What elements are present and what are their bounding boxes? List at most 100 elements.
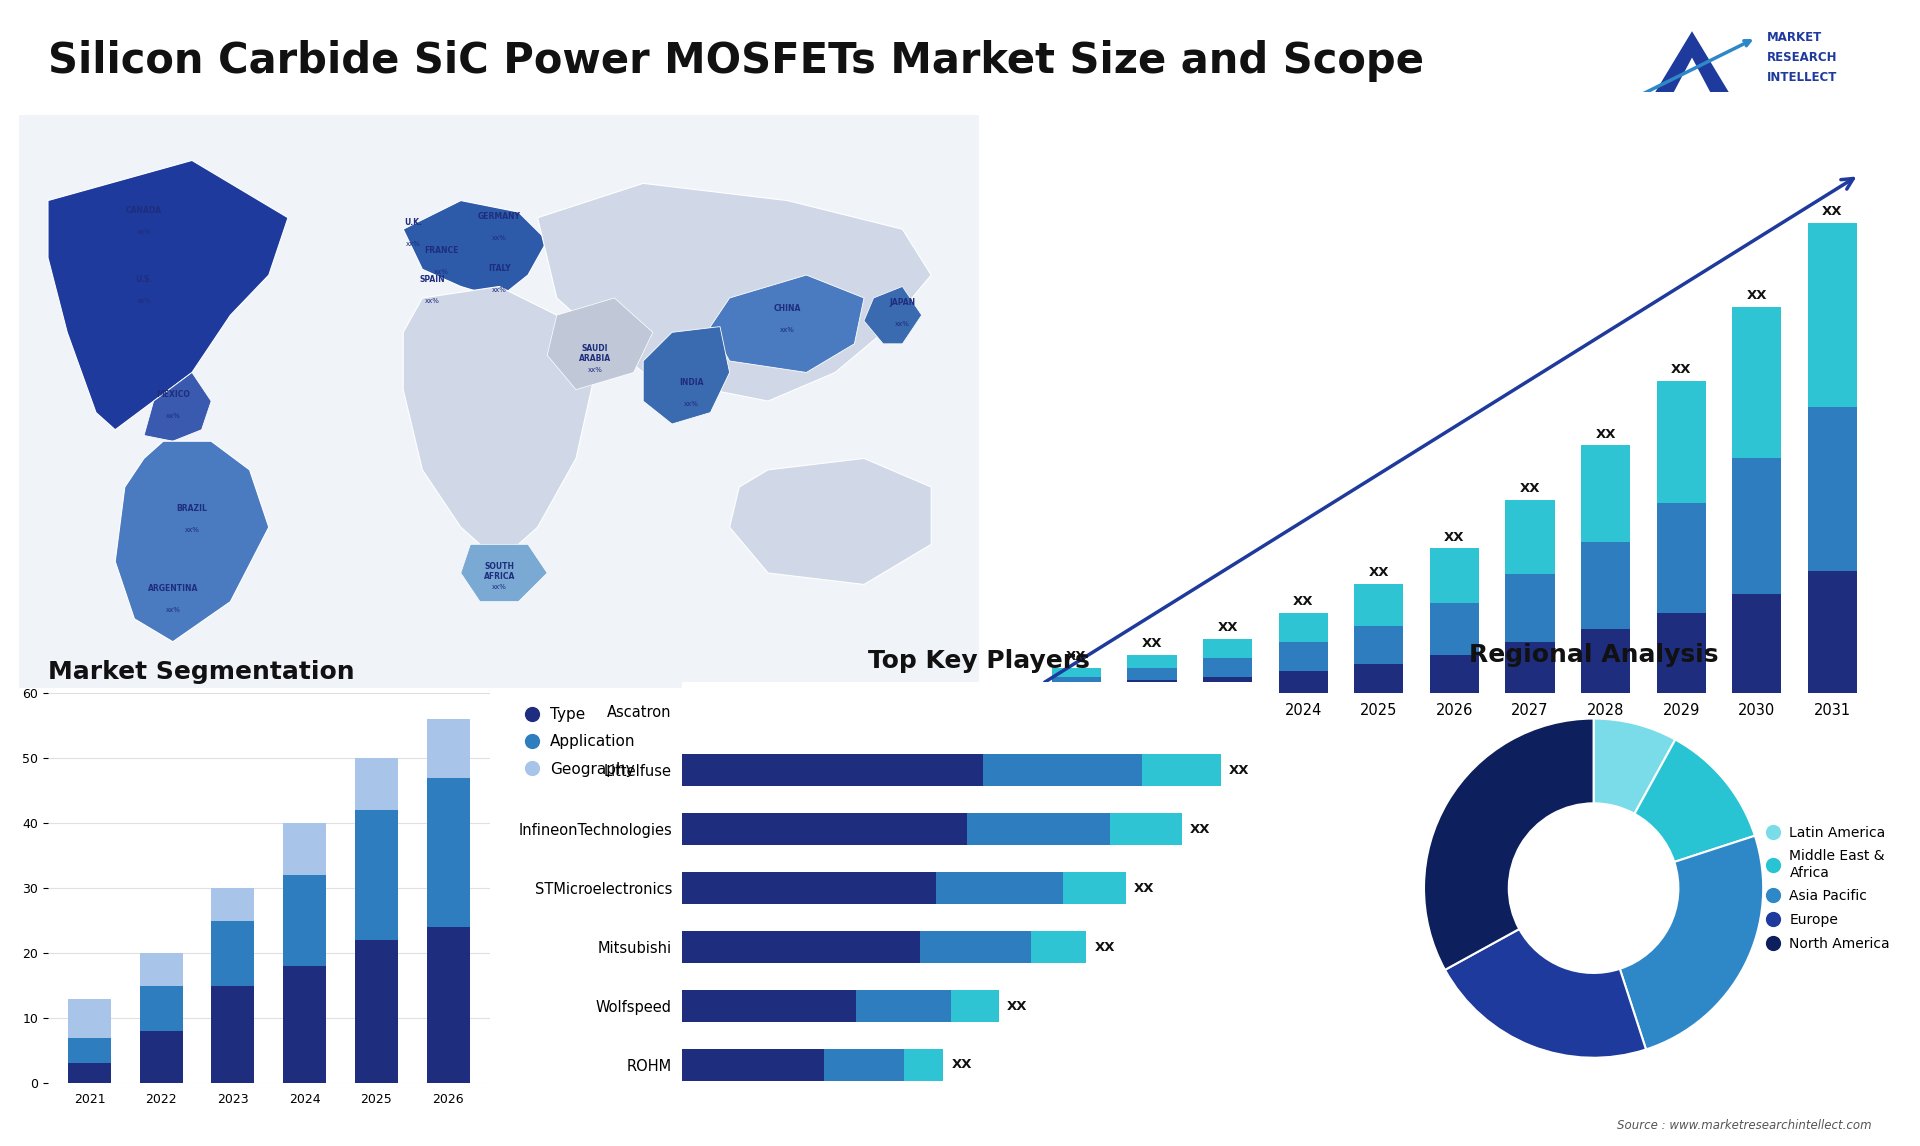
Bar bbox=[1354, 665, 1404, 693]
Bar bbox=[67, 998, 111, 1037]
Text: Market Segmentation: Market Segmentation bbox=[48, 660, 355, 684]
Bar bbox=[1430, 654, 1478, 693]
Polygon shape bbox=[115, 441, 269, 642]
Text: MEXICO: MEXICO bbox=[156, 390, 190, 399]
Bar bbox=[1732, 307, 1782, 458]
Bar bbox=[211, 888, 255, 920]
Text: ARGENTINA: ARGENTINA bbox=[148, 584, 198, 594]
Bar bbox=[1354, 583, 1404, 626]
Text: xx%: xx% bbox=[780, 327, 795, 332]
Bar bbox=[282, 876, 326, 966]
Bar bbox=[682, 1049, 824, 1081]
Bar bbox=[1204, 658, 1252, 677]
Polygon shape bbox=[643, 327, 730, 424]
Bar bbox=[426, 778, 470, 927]
Bar bbox=[282, 966, 326, 1083]
Bar bbox=[682, 990, 856, 1022]
Text: xx%: xx% bbox=[434, 269, 449, 275]
Text: RESEARCH: RESEARCH bbox=[1766, 52, 1837, 64]
Text: ITALY: ITALY bbox=[488, 264, 511, 273]
Title: Top Key Players: Top Key Players bbox=[868, 649, 1091, 673]
Text: INDIA: INDIA bbox=[680, 378, 703, 387]
Bar bbox=[952, 990, 998, 1022]
Text: xx%: xx% bbox=[165, 607, 180, 613]
Text: XX: XX bbox=[1822, 205, 1843, 219]
Text: U.S.: U.S. bbox=[134, 275, 154, 284]
Bar bbox=[904, 1049, 943, 1081]
Text: xx%: xx% bbox=[165, 413, 180, 418]
Text: XX: XX bbox=[1292, 595, 1313, 609]
Bar bbox=[1052, 677, 1100, 686]
Text: xx%: xx% bbox=[492, 286, 507, 292]
Text: XX: XX bbox=[952, 1059, 972, 1072]
Bar bbox=[1204, 638, 1252, 658]
Bar bbox=[1354, 626, 1404, 665]
Polygon shape bbox=[710, 275, 864, 372]
Bar bbox=[1031, 931, 1087, 964]
Wedge shape bbox=[1634, 739, 1755, 862]
Bar bbox=[968, 813, 1110, 846]
Bar bbox=[1052, 668, 1100, 677]
Bar bbox=[1580, 629, 1630, 693]
Bar bbox=[67, 1037, 111, 1063]
Bar bbox=[140, 1031, 182, 1083]
Text: xx%: xx% bbox=[492, 235, 507, 241]
Bar bbox=[1580, 542, 1630, 629]
Polygon shape bbox=[48, 160, 288, 430]
Bar bbox=[67, 1063, 111, 1083]
Polygon shape bbox=[461, 544, 547, 602]
Text: INTELLECT: INTELLECT bbox=[1766, 71, 1837, 84]
Bar bbox=[282, 823, 326, 876]
Text: XX: XX bbox=[1596, 427, 1617, 440]
Text: XX: XX bbox=[1066, 650, 1087, 662]
Text: MARKET: MARKET bbox=[1766, 31, 1822, 45]
Text: XX: XX bbox=[1190, 823, 1210, 835]
Bar bbox=[426, 720, 470, 778]
Polygon shape bbox=[730, 458, 931, 584]
Text: xx%: xx% bbox=[588, 367, 603, 372]
Bar bbox=[1580, 446, 1630, 542]
Bar bbox=[1052, 686, 1100, 693]
Bar bbox=[1127, 668, 1177, 681]
Bar bbox=[1142, 754, 1221, 786]
Bar bbox=[1062, 872, 1125, 904]
Bar bbox=[1657, 380, 1705, 503]
Text: FRANCE: FRANCE bbox=[424, 246, 459, 256]
Text: XX: XX bbox=[1142, 637, 1162, 650]
Bar bbox=[1505, 500, 1555, 574]
Bar bbox=[1127, 681, 1177, 693]
Text: CANADA: CANADA bbox=[127, 206, 161, 215]
Text: Silicon Carbide SiC Power MOSFETs Market Size and Scope: Silicon Carbide SiC Power MOSFETs Market… bbox=[48, 40, 1425, 83]
Polygon shape bbox=[538, 183, 931, 401]
Bar bbox=[355, 940, 397, 1083]
Text: GERMANY: GERMANY bbox=[478, 212, 520, 221]
Text: U.K.: U.K. bbox=[403, 218, 422, 227]
Wedge shape bbox=[1620, 835, 1763, 1050]
Polygon shape bbox=[1665, 57, 1720, 110]
Text: XX: XX bbox=[1094, 941, 1116, 953]
Text: xx%: xx% bbox=[136, 229, 152, 235]
Polygon shape bbox=[144, 372, 211, 441]
Bar bbox=[211, 986, 255, 1083]
Bar bbox=[1732, 594, 1782, 693]
Text: SPAIN: SPAIN bbox=[419, 275, 445, 284]
Title: Regional Analysis: Regional Analysis bbox=[1469, 643, 1718, 667]
Bar bbox=[1430, 603, 1478, 654]
Bar bbox=[1809, 571, 1857, 693]
Text: xx%: xx% bbox=[684, 401, 699, 407]
Text: BRAZIL: BRAZIL bbox=[177, 504, 207, 513]
Wedge shape bbox=[1446, 929, 1645, 1058]
Text: xx%: xx% bbox=[895, 321, 910, 327]
Bar bbox=[1505, 642, 1555, 693]
Bar bbox=[355, 759, 397, 810]
Text: xx%: xx% bbox=[136, 298, 152, 304]
Polygon shape bbox=[547, 298, 653, 390]
Text: xx%: xx% bbox=[492, 584, 507, 590]
Bar bbox=[682, 872, 935, 904]
Bar bbox=[140, 953, 182, 986]
Text: XX: XX bbox=[1369, 566, 1388, 579]
Text: xx%: xx% bbox=[184, 527, 200, 533]
Text: XX: XX bbox=[1670, 363, 1692, 376]
Wedge shape bbox=[1425, 719, 1594, 970]
Bar bbox=[1430, 549, 1478, 603]
